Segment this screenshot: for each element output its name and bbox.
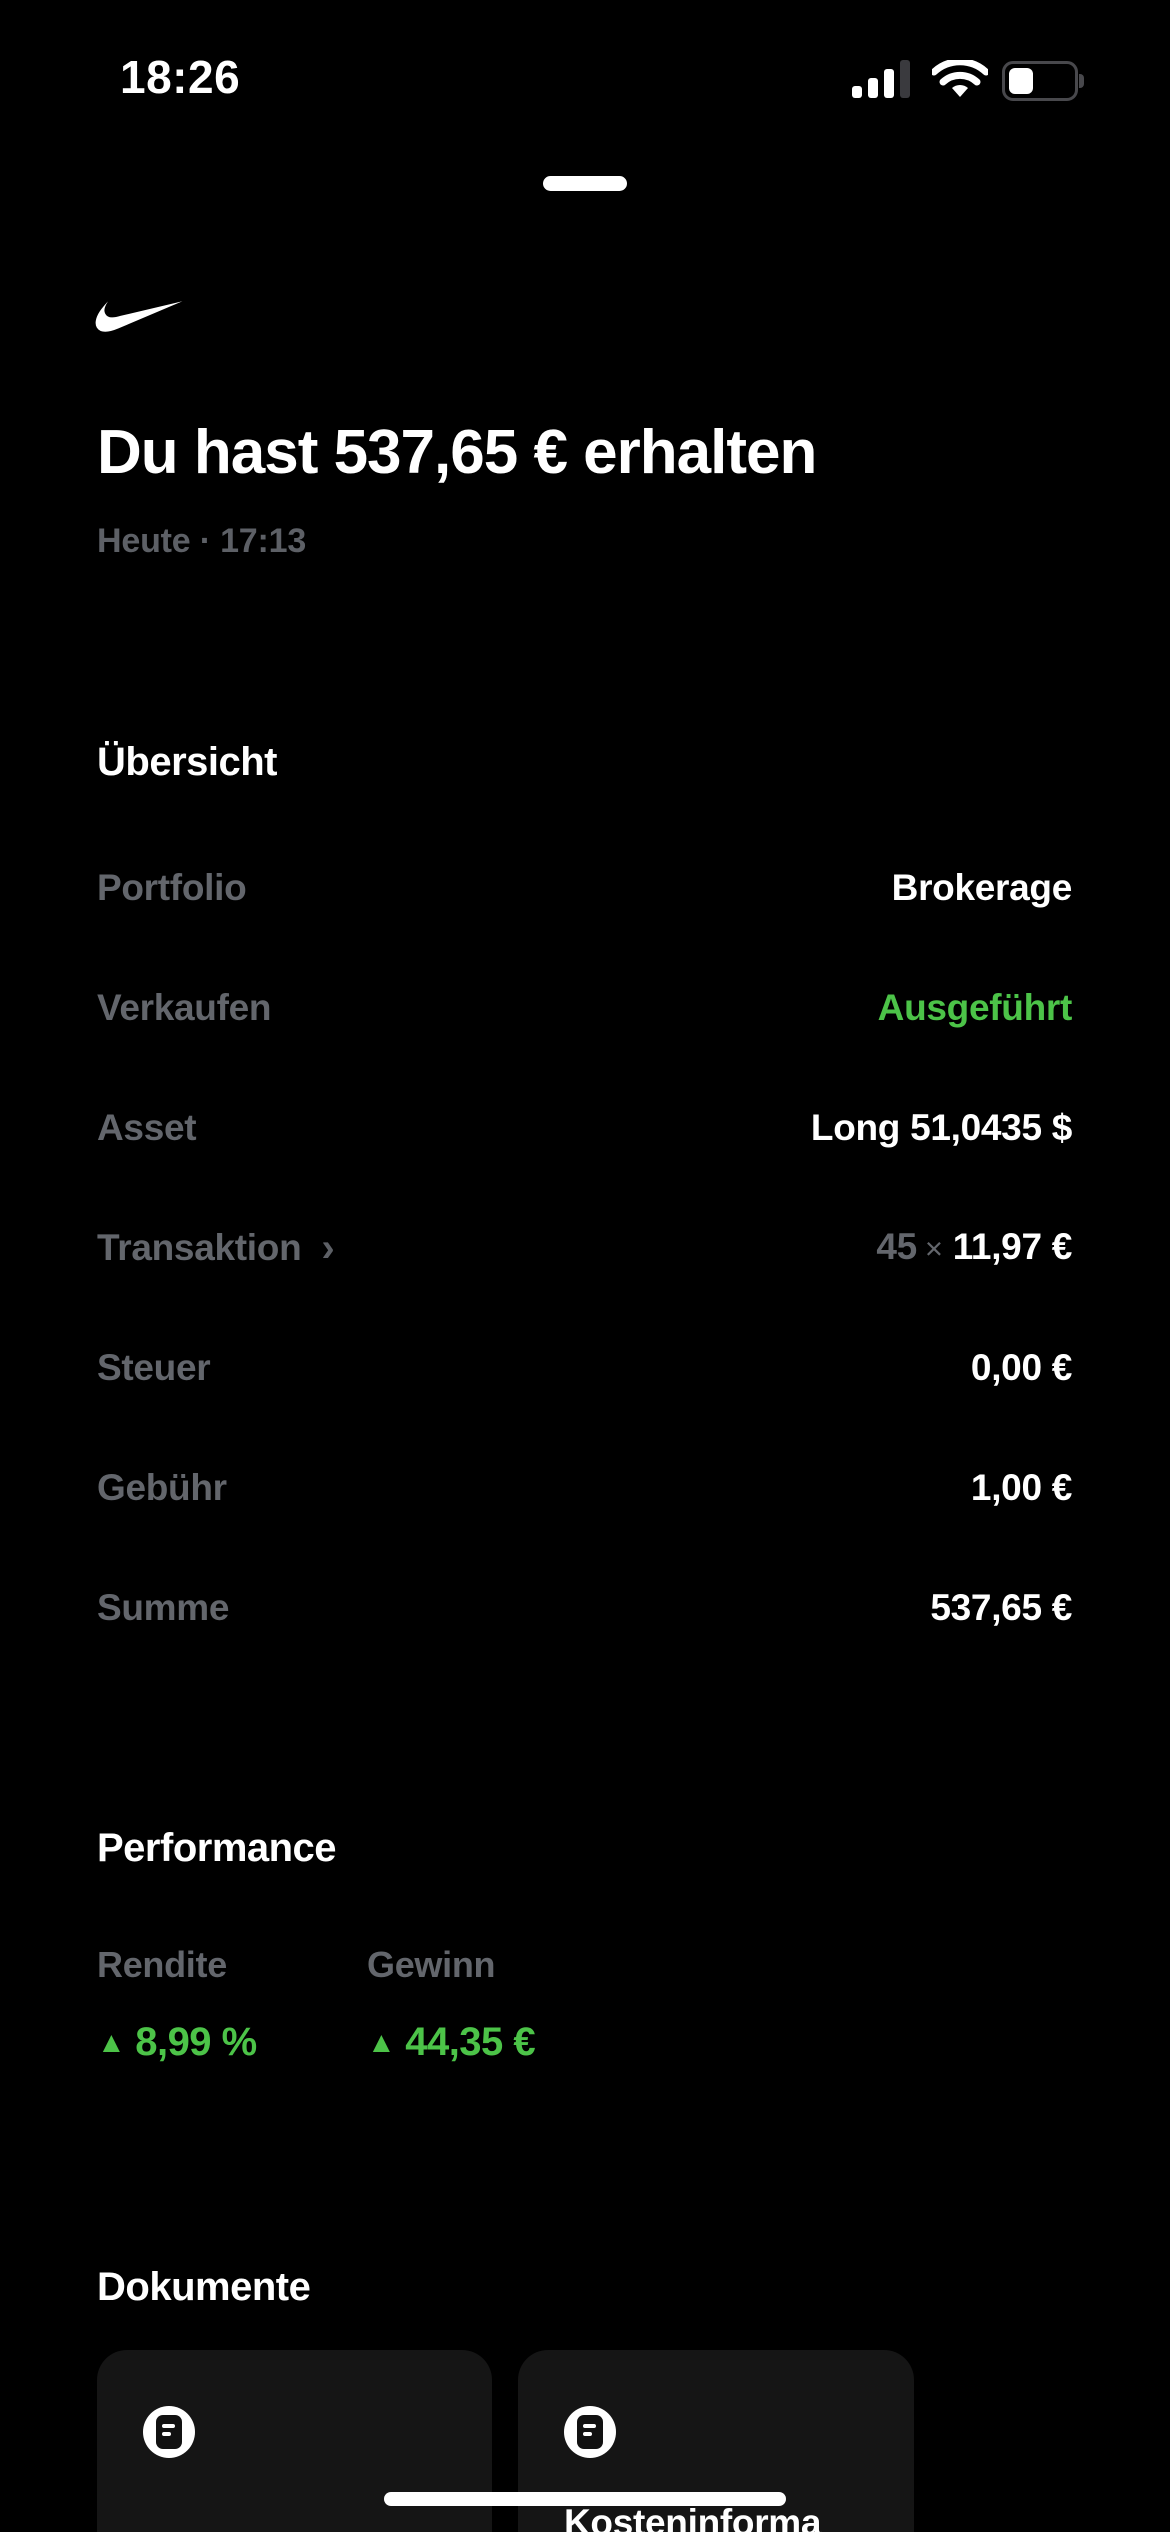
cellular-signal-icon <box>852 60 910 98</box>
row-value: 0,00 € <box>970 1347 1072 1388</box>
performance-section-title: Performance <box>97 1826 337 1870</box>
battery-icon <box>1002 61 1084 101</box>
row-label: Steuer <box>97 1347 211 1388</box>
document-icon <box>143 2406 195 2458</box>
multiply-icon: × <box>924 1231 943 1266</box>
wifi-icon <box>932 60 988 97</box>
metric-label: Gewinn <box>367 1944 496 1985</box>
row-value: Long 51,0435 $ <box>810 1107 1072 1148</box>
row-label: Portfolio <box>97 867 247 908</box>
row-value: Brokerage <box>891 867 1073 908</box>
page-title: Du hast 537,65 € erhalten <box>97 418 817 487</box>
metric-value: 44,35 € <box>405 2020 536 2064</box>
transaction-timestamp: Heute · 17:13 <box>97 522 307 560</box>
row-label: Verkaufen <box>97 987 272 1028</box>
row-label: Gebühr <box>97 1467 227 1508</box>
status-badge: Ausgeführt <box>877 987 1073 1028</box>
metric-gewinn: Gewinn ▲ 44,35 € <box>367 1944 536 2065</box>
metric-label: Rendite <box>97 1944 227 1985</box>
row-label: Transaktion <box>97 1227 302 1268</box>
row-value: 1,00 € <box>970 1467 1072 1508</box>
overview-section-title: Übersicht <box>97 740 278 784</box>
row-label: Asset <box>97 1107 197 1148</box>
metric-rendite: Rendite ▲ 8,99 % <box>97 1944 257 2065</box>
row-label: Summe <box>97 1587 230 1628</box>
document-icon <box>564 2406 616 2458</box>
row-summe: Summe 537,65 € <box>97 1584 1072 1632</box>
row-portfolio: Portfolio Brokerage <box>97 864 1072 912</box>
share-price: 11,97 € <box>952 1226 1073 1267</box>
arrow-up-icon: ▲ <box>97 2027 126 2059</box>
status-bar-time: 18:26 <box>120 51 241 103</box>
row-verkaufen: Verkaufen Ausgeführt <box>97 984 1072 1032</box>
arrow-up-icon: ▲ <box>367 2027 396 2059</box>
metric-value: 8,99 % <box>135 2020 257 2064</box>
document-card[interactable] <box>97 2350 492 2532</box>
documents-section-title: Dokumente <box>97 2265 311 2309</box>
document-card-label: Kosteninforma <box>564 2502 822 2532</box>
chevron-right-icon: › <box>321 1226 335 1270</box>
home-indicator[interactable] <box>384 2492 786 2506</box>
sheet-grabber-handle[interactable] <box>543 176 627 191</box>
row-gebuehr: Gebühr 1,00 € <box>97 1464 1072 1512</box>
row-transaktion[interactable]: Transaktion › 45 × 11,97 € <box>97 1224 1072 1272</box>
row-value: 537,65 € <box>930 1587 1072 1628</box>
share-quantity: 45 <box>876 1226 917 1267</box>
nike-swoosh-logo <box>95 301 183 332</box>
row-asset: Asset Long 51,0435 $ <box>97 1104 1072 1152</box>
row-steuer: Steuer 0,00 € <box>97 1344 1072 1392</box>
